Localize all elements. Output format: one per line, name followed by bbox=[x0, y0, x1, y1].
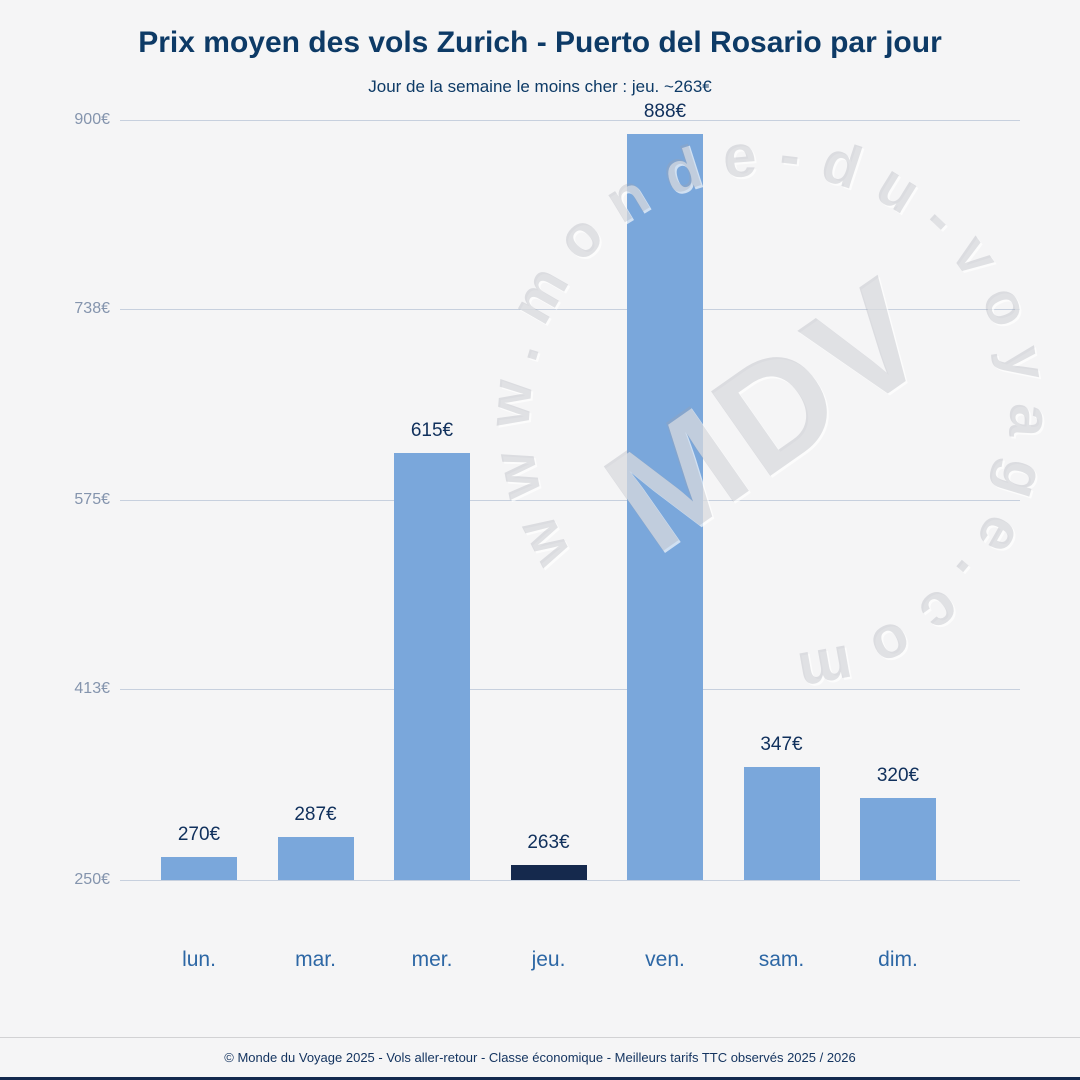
bar bbox=[627, 134, 703, 880]
day-label: mer. bbox=[411, 948, 453, 971]
day-label: mar. bbox=[295, 948, 336, 971]
gridline bbox=[120, 500, 1020, 501]
bar bbox=[743, 766, 820, 880]
bar-value-label: 287€ bbox=[294, 803, 337, 825]
y-tick-label: 900€ bbox=[74, 111, 110, 128]
bar bbox=[510, 864, 587, 880]
day-label: lun. bbox=[182, 948, 216, 971]
day-label: jeu. bbox=[531, 948, 566, 971]
bar-value-label: 320€ bbox=[876, 765, 920, 787]
footer-text: © Monde du Voyage 2025 - Vols aller-reto… bbox=[224, 1050, 856, 1065]
day-label: ven. bbox=[645, 948, 685, 971]
bar bbox=[277, 836, 354, 880]
gridline bbox=[120, 309, 1020, 311]
gridline bbox=[120, 880, 1020, 881]
bar bbox=[394, 453, 470, 880]
y-tick-label: 738€ bbox=[74, 300, 110, 318]
bar bbox=[860, 798, 936, 880]
y-tick-label: 250€ bbox=[74, 871, 110, 888]
bar-value-label: 270€ bbox=[177, 823, 221, 845]
y-tick-label: 413€ bbox=[74, 680, 110, 698]
bar bbox=[161, 856, 237, 880]
gridline bbox=[120, 120, 1020, 121]
gridline bbox=[120, 689, 1020, 691]
bar-value-label: 888€ bbox=[643, 101, 687, 123]
footer: © Monde du Voyage 2025 - Vols aller-reto… bbox=[0, 1037, 1080, 1080]
y-tick-label: 575€ bbox=[74, 491, 110, 508]
bar-value-label: 347€ bbox=[760, 733, 803, 755]
bar-value-label: 263€ bbox=[527, 831, 570, 853]
bar-value-label: 615€ bbox=[410, 420, 454, 442]
day-label: dim. bbox=[878, 948, 918, 971]
day-label: sam. bbox=[758, 948, 805, 971]
